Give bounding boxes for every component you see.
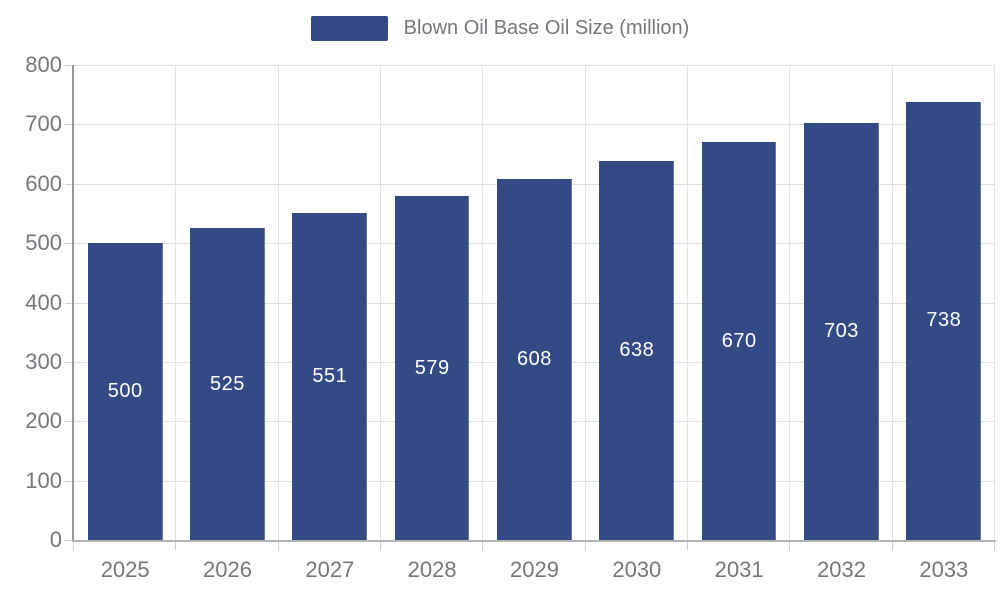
y-axis-tick	[65, 65, 73, 66]
bar-value-label: 738	[926, 309, 962, 332]
y-axis-tick	[65, 540, 73, 541]
vertical-gridline	[686, 65, 688, 540]
y-axis-tick	[65, 243, 73, 245]
x-axis-line	[72, 540, 996, 542]
bar-slot-2025: 500	[74, 65, 176, 540]
x-axis-tick-label: 2031	[714, 557, 764, 582]
y-axis-tick	[65, 361, 73, 363]
x-axis-tick-label: 2032	[817, 557, 866, 582]
y-axis-tick	[65, 124, 73, 126]
bar-slot-2031: 670	[688, 65, 790, 540]
bar-value-label: 670	[721, 329, 757, 352]
x-axis-tick	[482, 540, 484, 550]
vertical-gridline	[277, 65, 279, 540]
bar-value-label: 579	[414, 356, 450, 379]
x-axis-tick-label: 2028	[407, 557, 457, 582]
bar-2027[interactable]: 551	[292, 212, 368, 540]
bar-2030[interactable]: 638	[599, 161, 675, 540]
bar-slot-2030: 638	[586, 65, 688, 540]
y-axis-tick-label: 100	[25, 467, 62, 493]
y-axis-tick-label: 800	[25, 52, 62, 77]
y-axis-tick-label: 200	[25, 408, 62, 434]
x-axis-tick	[277, 540, 279, 550]
bar-2032[interactable]: 703	[804, 122, 879, 540]
bar-slot-2026: 525	[176, 65, 278, 540]
x-axis-tick-label: 2025	[100, 557, 150, 582]
x-axis-tick-label: 2027	[305, 557, 355, 582]
bar-value-label: 500	[107, 380, 143, 403]
bar-slot-2029: 608	[483, 65, 585, 540]
vertical-gridline	[175, 65, 177, 540]
bar-2031[interactable]: 670	[701, 142, 777, 540]
y-axis-tick	[65, 302, 73, 304]
y-axis-tick-label: 0	[49, 527, 62, 552]
plot-area: 500 525 551 579 608 638 670 703 738	[65, 65, 996, 550]
y-axis-line	[72, 65, 74, 542]
x-axis-tick	[584, 540, 586, 550]
bar-slot-2033: 738	[893, 65, 995, 540]
bar-value-label: 551	[312, 364, 348, 387]
bar-value-label: 703	[824, 319, 859, 342]
vertical-gridline	[584, 65, 586, 540]
bar-2026[interactable]: 525	[190, 228, 265, 540]
x-axis-labels: 2025 2026 2027 2028 2029 2030 2031 2032 2033	[74, 556, 995, 588]
x-axis-tick-label: 2029	[510, 557, 559, 582]
x-axis-tick-label: 2030	[612, 557, 662, 582]
bar-2028[interactable]: 579	[394, 196, 470, 540]
y-axis-tick-label: 600	[25, 170, 62, 196]
y-axis-tick-label: 500	[25, 230, 62, 256]
x-axis-tick	[379, 540, 381, 550]
y-axis-tick	[65, 183, 73, 185]
bar-2033[interactable]: 738	[906, 101, 982, 540]
x-axis-tick	[994, 540, 995, 550]
x-axis-tick	[891, 540, 893, 550]
legend-swatch-icon	[310, 16, 388, 41]
y-axis-tick	[65, 421, 73, 423]
bar-slot-2028: 579	[381, 65, 483, 540]
vertical-gridline	[482, 65, 484, 540]
y-axis-tick	[65, 480, 73, 482]
vertical-gridline	[789, 65, 791, 540]
x-axis-tick	[789, 540, 791, 550]
bars-layer: 500 525 551 579 608 638 670 703 738	[74, 65, 995, 540]
y-axis-tick-label: 300	[25, 348, 62, 374]
horizontal-gridline	[74, 124, 995, 126]
vertical-gridline	[994, 65, 995, 540]
legend-label: Blown Oil Base Oil Size (million)	[403, 17, 690, 39]
bar-2025[interactable]: 500	[87, 243, 163, 540]
horizontal-gridline	[74, 65, 995, 66]
legend[interactable]: Blown Oil Base Oil Size (million)	[0, 16, 1000, 41]
y-axis-labels: 0 100 200 300 400 500 600 700 800	[0, 52, 62, 552]
bar-slot-2027: 551	[279, 65, 381, 540]
vertical-gridline	[891, 65, 893, 540]
bar-value-label: 638	[619, 339, 655, 362]
bar-slot-2032: 703	[790, 65, 892, 540]
y-axis-tick-label: 700	[25, 111, 62, 137]
x-axis-tick-label: 2033	[919, 557, 969, 582]
bar-2029[interactable]: 608	[497, 179, 572, 540]
x-axis-tick	[686, 540, 688, 550]
x-axis-tick	[175, 540, 177, 550]
x-axis-tick	[73, 540, 74, 550]
vertical-gridline	[379, 65, 381, 540]
bar-value-label: 525	[210, 372, 245, 395]
x-axis-tick-label: 2026	[203, 557, 252, 582]
y-axis-tick-label: 400	[25, 289, 62, 315]
bar-value-label: 608	[517, 348, 552, 370]
